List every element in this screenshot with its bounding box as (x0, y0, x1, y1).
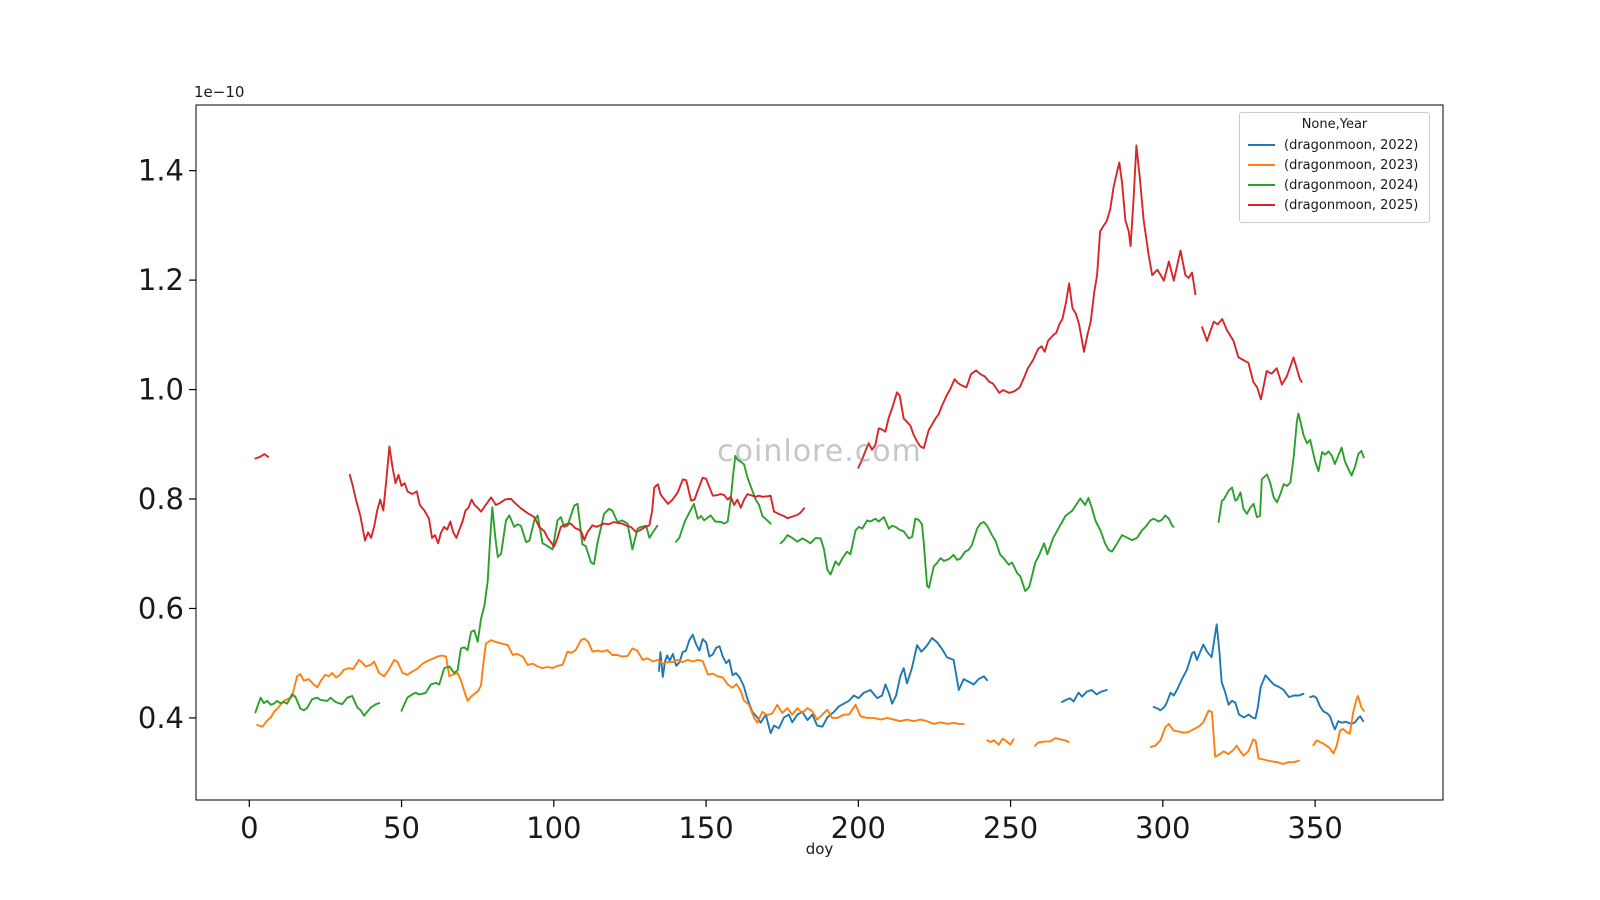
series--dragonmoon--2022- (657, 623, 1365, 735)
x-tick-label: 350 (1287, 811, 1342, 845)
x-tick-label: 0 (240, 811, 258, 845)
legend-item-label: (dragonmoon, 2024) (1284, 177, 1419, 193)
watermark: coinlore.com (717, 434, 922, 469)
series-line (674, 454, 772, 543)
series-line (254, 453, 270, 460)
legend-item-label: (dragonmoon, 2023) (1284, 157, 1419, 173)
x-tick-label: 50 (383, 811, 420, 845)
series-line (779, 496, 1175, 592)
series-line (1152, 623, 1305, 720)
series--dragonmoon--2025- (254, 144, 1303, 548)
legend-item-2022: (dragonmoon, 2022) (1248, 135, 1421, 155)
series-line (1217, 412, 1365, 523)
y-axis-offset-label: 1e−10 (194, 83, 245, 101)
plot-area (195, 104, 1444, 801)
x-tick-label: 300 (1135, 811, 1190, 845)
y-tick-label: 0.8 (138, 482, 184, 516)
series--dragonmoon--2024- (254, 412, 1365, 717)
series-line (1149, 709, 1300, 765)
series-line (1061, 689, 1108, 703)
series-line (857, 144, 1197, 469)
series--dragonmoon--2023- (256, 637, 1365, 765)
legend-line-swatch (1248, 204, 1275, 206)
series-line (657, 633, 989, 735)
series-line (400, 502, 659, 712)
series-line (254, 693, 381, 717)
legend-line-swatch (1248, 164, 1275, 166)
axis-ticks: 0 50 100 150 200 250 300 350 0.4 0.6 0.8 1.0 1.2 1.4 (138, 154, 1343, 845)
legend: None,Year (dragonmoon, 2022) (dragonmoon,… (1239, 112, 1430, 223)
legend-title: None,Year (1301, 117, 1368, 132)
legend-item-label: (dragonmoon, 2022) (1284, 137, 1419, 153)
x-tick-label: 250 (983, 811, 1038, 845)
series-line (1201, 318, 1303, 401)
series-line (1033, 737, 1070, 747)
x-tick-label: 100 (526, 811, 581, 845)
y-tick-label: 1.4 (138, 154, 184, 188)
y-tick-label: 1.2 (138, 263, 184, 297)
series-line (348, 445, 806, 548)
series-line (1312, 695, 1365, 755)
series-line (1309, 695, 1365, 731)
legend-line-swatch (1248, 144, 1275, 146)
legend-items: (dragonmoon, 2022) (dragonmoon, 2023) (dra… (1248, 135, 1421, 215)
x-tick-label: 200 (831, 811, 886, 845)
series-line (256, 637, 965, 728)
legend-item-label: (dragonmoon, 2025) (1284, 197, 1419, 213)
x-axis-label: doy (805, 840, 834, 858)
legend-item-2025: (dragonmoon, 2025) (1248, 195, 1421, 215)
x-tick-label: 150 (678, 811, 733, 845)
legend-item-2024: (dragonmoon, 2024) (1248, 175, 1421, 195)
legend-item-2023: (dragonmoon, 2023) (1248, 155, 1421, 175)
y-tick-label: 0.4 (138, 701, 184, 735)
y-tick-label: 1.0 (138, 373, 184, 407)
series-line (986, 737, 1015, 746)
y-tick-label: 0.6 (138, 591, 184, 625)
legend-line-swatch (1248, 184, 1275, 186)
